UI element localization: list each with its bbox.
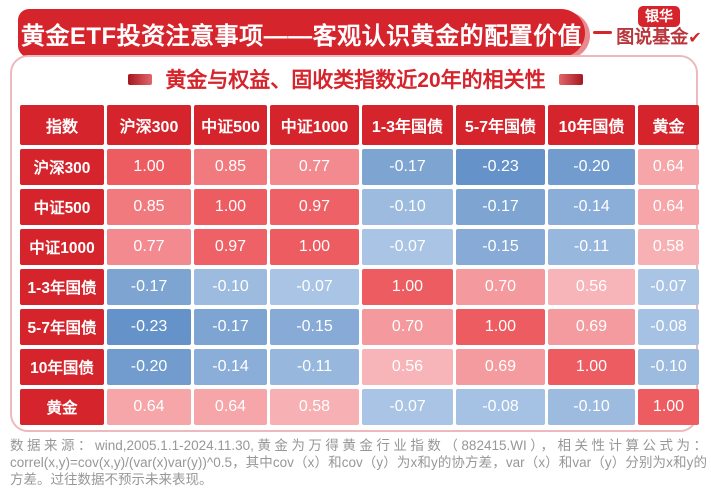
correlation-cell: 1.00 [107,149,191,185]
correlation-cell: -0.14 [194,349,267,385]
corner-header: 指数 [20,105,104,145]
data-source-note: 数据来源：wind,2005.1.1-2024.11.30,黄金为万得黄金行业指… [10,438,707,487]
page-title: 黄金ETF投资注意事项——客观认识黄金的配置价值 [20,22,583,50]
correlation-cell: -0.14 [548,189,635,225]
column-header: 10年国债 [548,105,635,145]
correlation-cell: -0.17 [107,269,191,305]
correlation-cell: 1.00 [638,389,699,425]
correlation-cell: 0.64 [107,389,191,425]
correlation-cell: 1.00 [362,269,453,305]
correlation-cell: 0.64 [638,189,699,225]
correlation-cell: -0.10 [194,269,267,305]
correlation-cell: -0.15 [270,309,359,345]
correlation-cell: 0.64 [194,389,267,425]
correlation-cell: -0.07 [362,389,453,425]
correlation-cell: 1.00 [194,189,267,225]
correlation-cell: 0.70 [456,269,545,305]
correlation-cell: -0.08 [638,309,699,345]
subtitle-dash-icon [558,73,583,85]
correlation-cell: 1.00 [548,349,635,385]
brand-logo: 银华 图说基金✔ [611,6,707,47]
row-label: 5-7年国债 [20,309,104,345]
subtitle-dash-icon [128,73,153,85]
check-icon: ✔ [688,30,702,47]
correlation-cell: 0.85 [107,189,191,225]
correlation-cell: 0.70 [362,309,453,345]
subtitle-text: 黄金与权益、固收类指数近20年的相关性 [165,69,546,92]
correlation-cell: -0.20 [548,149,635,185]
correlation-cell: 0.69 [548,309,635,345]
brand-badge: 银华 [638,6,680,27]
correlation-cell: -0.17 [362,149,453,185]
correlation-cell: 1.00 [270,229,359,265]
correlation-cell: 0.56 [362,349,453,385]
row-label: 黄金 [20,389,104,425]
row-label: 1-3年国债 [20,269,104,305]
correlation-cell: -0.23 [107,309,191,345]
correlation-cell: -0.11 [270,349,359,385]
row-label: 中证500 [20,189,104,225]
correlation-cell: -0.10 [362,189,453,225]
correlation-cell: 0.97 [194,229,267,265]
row-label: 中证1000 [20,229,104,265]
correlation-cell: 0.97 [270,189,359,225]
correlation-cell: -0.11 [548,229,635,265]
correlation-cell: 0.58 [638,229,699,265]
row-label: 沪深300 [20,149,104,185]
correlation-cell: -0.10 [548,389,635,425]
correlation-cell: 0.56 [548,269,635,305]
correlation-cell: -0.23 [456,149,545,185]
section-subtitle: 黄金与权益、固收类指数近20年的相关性 [0,66,711,92]
correlation-cell: -0.08 [456,389,545,425]
banner-logo-connector-line [593,31,612,34]
correlation-cell: 0.85 [194,149,267,185]
column-header: 沪深300 [107,105,191,145]
correlation-cell: 0.77 [270,149,359,185]
brand-name: 图说基金✔ [616,27,702,47]
correlation-cell: 1.00 [456,309,545,345]
correlation-cell: 0.69 [456,349,545,385]
page-title-banner: 黄金ETF投资注意事项——客观认识黄金的配置价值 [18,9,585,57]
correlation-cell: 0.77 [107,229,191,265]
correlation-cell: -0.07 [362,229,453,265]
column-header: 5-7年国债 [456,105,545,145]
correlation-cell: 0.58 [270,389,359,425]
correlation-cell: -0.15 [456,229,545,265]
column-header: 中证1000 [270,105,359,145]
correlation-cell: -0.07 [270,269,359,305]
correlation-cell: -0.17 [456,189,545,225]
correlation-cell: 0.64 [638,149,699,185]
correlation-table: 指数 沪深300 中证500 中证1000 1-3年国债 5-7年国债 10年国债 黄金 沪深3… [20,105,699,425]
correlation-cell: -0.20 [107,349,191,385]
correlation-cell: -0.17 [194,309,267,345]
column-header: 中证500 [194,105,267,145]
column-header: 黄金 [638,105,699,145]
correlation-cell: -0.07 [638,269,699,305]
column-header: 1-3年国债 [362,105,453,145]
row-label: 10年国债 [20,349,104,385]
correlation-cell: -0.10 [638,349,699,385]
